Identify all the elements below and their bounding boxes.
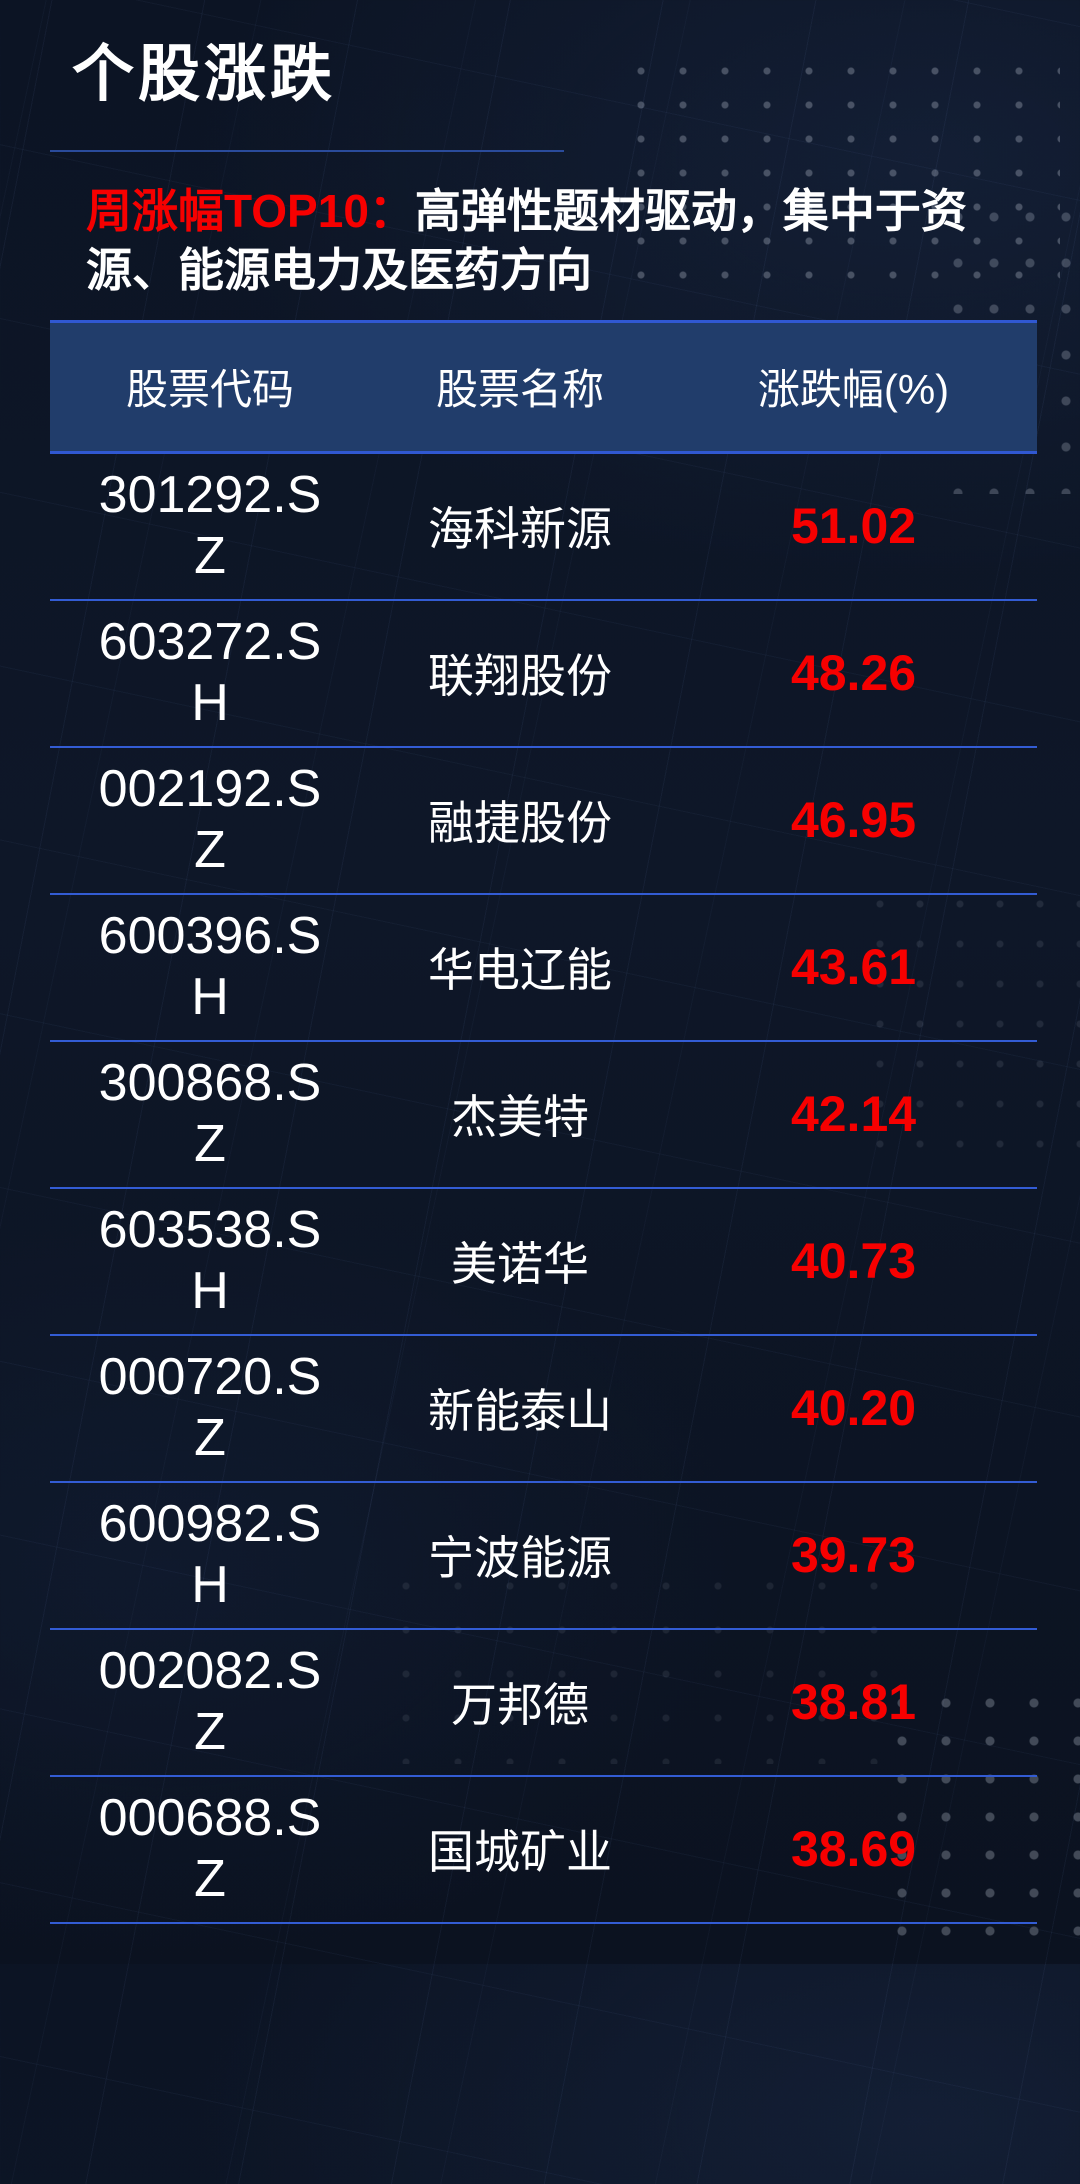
report-page: 个股涨跌 周涨幅TOP10：高弹性题材驱动，集中于资源、能源电力及医药方向 股票… — [0, 44, 1080, 1924]
stock-change-pct: 38.81 — [670, 1628, 1037, 1777]
table-row: 603538.SH 美诺华 40.73 — [50, 1187, 1037, 1336]
table-row: 301292.SZ 海科新源 51.02 — [50, 452, 1037, 601]
subtitle-text: 高弹性题材驱动，集中于资源、能源电力及医药方向 — [86, 185, 967, 296]
stock-change-pct: 43.61 — [670, 893, 1037, 1042]
table-row: 000688.SZ 国城矿业 38.69 — [50, 1775, 1037, 1924]
stock-change-pct: 38.69 — [670, 1775, 1037, 1924]
stock-change-table: 股票代码 股票名称 涨跌幅(%) 301292.SZ 海科新源 51.02 60327… — [50, 319, 1037, 1924]
stock-code: 002082.SZ — [98, 1641, 322, 1762]
stock-code: 301292.SZ — [98, 465, 322, 586]
page-title: 个股涨跌 — [72, 40, 337, 109]
stock-name: 万邦德 — [370, 1628, 670, 1777]
stock-change-pct: 40.73 — [670, 1187, 1037, 1336]
stock-change-pct: 39.73 — [670, 1481, 1037, 1630]
stock-code: 603272.SH — [98, 612, 322, 733]
stock-name: 杰美特 — [370, 1040, 670, 1189]
stock-code: 600982.SH — [98, 1494, 322, 1615]
section-subtitle: 周涨幅TOP10：高弹性题材驱动，集中于资源、能源电力及医药方向 — [86, 182, 992, 300]
column-header-stock-name: 股票名称 — [370, 319, 670, 454]
table-row: 600396.SH 华电辽能 43.61 — [50, 893, 1037, 1042]
stock-name: 美诺华 — [370, 1187, 670, 1336]
table-header-row: 股票代码 股票名称 涨跌幅(%) — [50, 319, 1037, 454]
stock-code: 603538.SH — [98, 1200, 322, 1321]
stock-name: 海科新源 — [370, 452, 670, 601]
stock-change-pct: 48.26 — [670, 599, 1037, 748]
stock-name: 新能泰山 — [370, 1334, 670, 1483]
stock-change-pct: 42.14 — [670, 1040, 1037, 1189]
table-row: 600982.SH 宁波能源 39.73 — [50, 1481, 1037, 1630]
column-header-stock-code: 股票代码 — [50, 319, 370, 454]
table-row: 603272.SH 联翔股份 48.26 — [50, 599, 1037, 748]
table-row: 300868.SZ 杰美特 42.14 — [50, 1040, 1037, 1189]
stock-name: 融捷股份 — [370, 746, 670, 895]
table-row: 002082.SZ 万邦德 38.81 — [50, 1628, 1037, 1777]
stock-code: 600396.SH — [98, 906, 322, 1027]
stock-code: 300868.SZ — [98, 1053, 322, 1174]
stock-name: 宁波能源 — [370, 1481, 670, 1630]
stock-change-pct: 51.02 — [670, 452, 1037, 601]
subtitle-highlight: 周涨幅TOP10： — [86, 185, 415, 237]
stock-name: 国城矿业 — [370, 1775, 670, 1924]
title-underline — [50, 150, 564, 152]
stock-change-pct: 40.20 — [670, 1334, 1037, 1483]
stock-code: 000688.SZ — [98, 1788, 322, 1909]
stock-name: 联翔股份 — [370, 599, 670, 748]
stock-code: 000720.SZ — [98, 1347, 322, 1468]
table-row: 000720.SZ 新能泰山 40.20 — [50, 1334, 1037, 1483]
column-header-change-pct: 涨跌幅(%) — [670, 319, 1037, 454]
stock-change-pct: 46.95 — [670, 746, 1037, 895]
table-row: 002192.SZ 融捷股份 46.95 — [50, 746, 1037, 895]
stock-code: 002192.SZ — [98, 759, 322, 880]
stock-name: 华电辽能 — [370, 893, 670, 1042]
